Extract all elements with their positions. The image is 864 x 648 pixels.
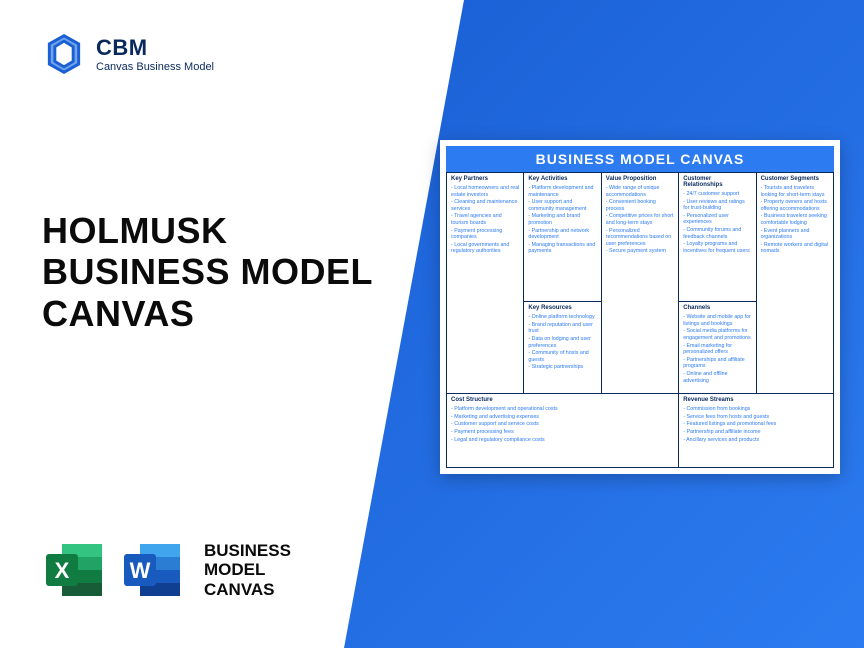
list-item: Marketing and brand promotion xyxy=(528,213,596,226)
excel-icon: X xyxy=(42,538,106,602)
list-item: Cleaning and maintenance services xyxy=(451,199,519,212)
list-item: Featured listings and promotional fees xyxy=(683,421,829,428)
list-item: Community of hosts and guests xyxy=(528,350,596,363)
list-item: Convenient booking process xyxy=(606,199,674,212)
list-item: Partnership and network development xyxy=(528,228,596,241)
list-item: Strategic partnerships xyxy=(528,364,596,371)
list-item: Remote workers and digital nomads xyxy=(761,242,829,255)
list-item: Social media platforms for engagement an… xyxy=(683,328,751,341)
brand-icon xyxy=(42,32,86,76)
list-item: Marketing and advertising expenses xyxy=(451,414,674,421)
list-item: Business travelers seeking comfortable l… xyxy=(761,213,829,226)
cell-channels: Channels Website and mobile app for list… xyxy=(679,302,756,394)
list-item: Payment processing companies xyxy=(451,228,519,241)
cell-value-proposition: Value Proposition Wide range of unique a… xyxy=(602,173,679,394)
bottom-label: BUSINESSMODELCANVAS xyxy=(204,541,291,600)
word-icon: W xyxy=(120,538,184,602)
list-item: Online and offline advertising xyxy=(683,371,751,384)
list-item: Personalized user experiences xyxy=(683,213,751,226)
brand-abbr: CBM xyxy=(96,35,214,61)
title-line-1: HOLMUSK xyxy=(42,210,373,251)
list-item: Partnerships and affiliate programs xyxy=(683,357,751,370)
brand-logo-area: CBM Canvas Business Model xyxy=(42,32,214,76)
list-item: Property owners and hosts offering accom… xyxy=(761,199,829,212)
list-item: Partnership and affiliate income xyxy=(683,429,829,436)
page-title: HOLMUSK BUSINESS MODEL CANVAS xyxy=(42,210,373,334)
cell-key-resources: Key Resources Online platform technology… xyxy=(524,302,601,394)
list-item: Data on lodging and user preferences xyxy=(528,336,596,349)
list-item: User reviews and ratings for trust-build… xyxy=(683,199,751,212)
cell-customer-segments: Customer Segments Tourists and travelers… xyxy=(757,173,834,394)
list-item: Legal and regulatory compliance costs xyxy=(451,437,674,444)
cell-key-partners: Key Partners Local homeowners and real e… xyxy=(447,173,524,394)
list-item: Ancillary services and products xyxy=(683,437,829,444)
list-item: Payment processing fees xyxy=(451,429,674,436)
list-item: Travel agencies and tourism boards xyxy=(451,213,519,226)
svg-text:X: X xyxy=(55,558,70,583)
list-item: Service fees from hosts and guests xyxy=(683,414,829,421)
list-item: Secure payment system xyxy=(606,248,674,255)
cell-customer-relationships: Customer Relationships 24/7 customer sup… xyxy=(679,173,756,302)
list-item: 24/7 customer support xyxy=(683,191,751,198)
canvas-preview-card: BUSINESS MODEL CANVAS Key Partners Local… xyxy=(440,140,840,474)
list-item: Personalized recommendations based on us… xyxy=(606,228,674,248)
list-item: Brand reputation and user trust xyxy=(528,322,596,335)
cell-cost-structure: Cost Structure Platform development and … xyxy=(447,394,679,468)
canvas-title: BUSINESS MODEL CANVAS xyxy=(446,146,834,172)
list-item: Managing transactions and payments xyxy=(528,242,596,255)
list-item: Platform development and operational cos… xyxy=(451,406,674,413)
title-line-2: BUSINESS MODEL xyxy=(42,251,373,292)
list-item: Event planners and organizations xyxy=(761,228,829,241)
list-item: Competitive prices for short and long-te… xyxy=(606,213,674,226)
list-item: Local homeowners and real estate investo… xyxy=(451,185,519,198)
list-item: Loyalty programs and incentives for freq… xyxy=(683,241,751,254)
cell-revenue-streams: Revenue Streams Commission from bookings… xyxy=(679,394,834,468)
list-item: User support and community management xyxy=(528,199,596,212)
brand-subtitle: Canvas Business Model xyxy=(96,61,214,73)
list-item: Wide range of unique accommodations xyxy=(606,185,674,198)
list-item: Platform development and maintenance xyxy=(528,185,596,198)
list-item: Local governments and regulatory authori… xyxy=(451,242,519,255)
canvas-grid: Key Partners Local homeowners and real e… xyxy=(446,172,834,468)
list-item: Online platform technology xyxy=(528,314,596,321)
list-item: Website and mobile app for listings and … xyxy=(683,314,751,327)
title-line-3: CANVAS xyxy=(42,293,373,334)
list-item: Commission from bookings xyxy=(683,406,829,413)
list-item: Customer support and service costs xyxy=(451,421,674,428)
cell-key-activities: Key Activities Platform development and … xyxy=(524,173,601,302)
bottom-icons-row: X W BUSINESSMODELCANVAS xyxy=(42,538,291,602)
list-item: Community forums and feedback channels xyxy=(683,227,751,240)
list-item: Tourists and travelers looking for short… xyxy=(761,185,829,198)
list-item: Email marketing for personalized offers xyxy=(683,343,751,356)
svg-text:W: W xyxy=(130,558,151,583)
